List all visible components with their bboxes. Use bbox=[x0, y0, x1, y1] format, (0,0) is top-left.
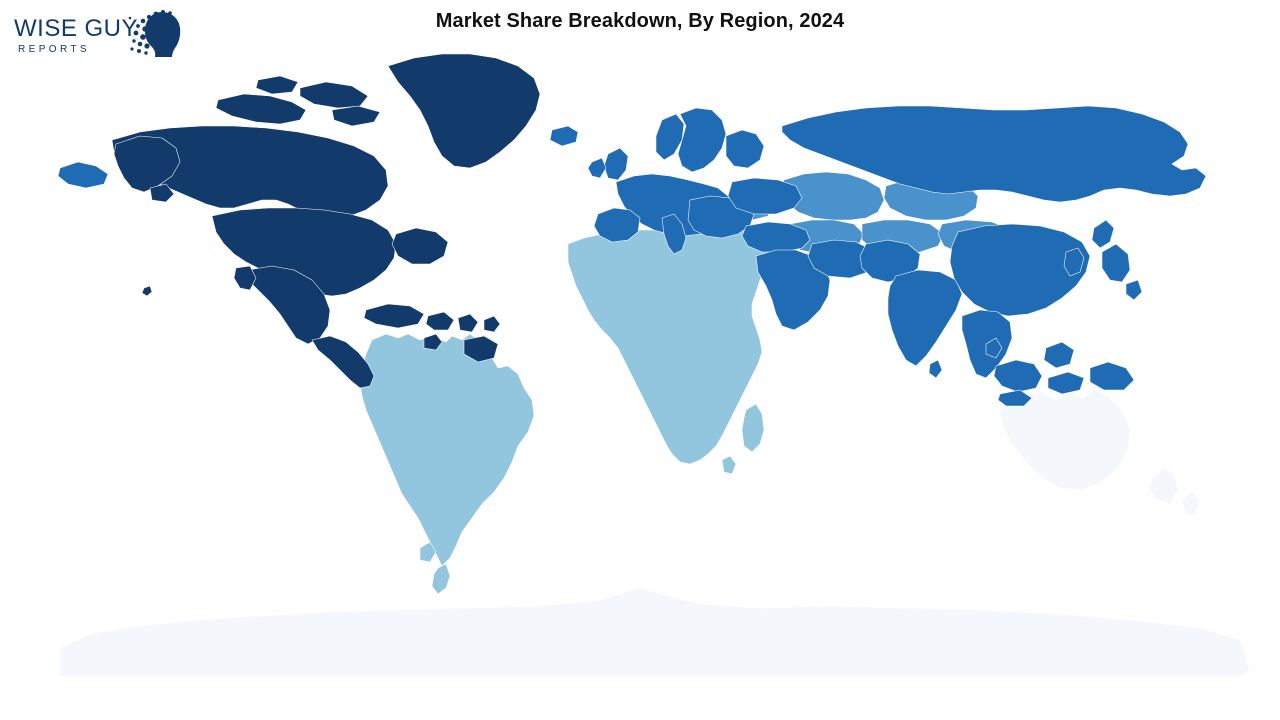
world-choropleth-map bbox=[57, 53, 1251, 677]
logo-wordmark-primary: WISE GUY bbox=[14, 15, 138, 42]
logo-wordmark-secondary: REPORTS bbox=[18, 44, 90, 55]
region-north-america bbox=[111, 53, 541, 389]
region-oceania bbox=[999, 389, 1201, 515]
wise-guy-reports-logo: WISE GUY REPORTS bbox=[12, 6, 192, 60]
region-africa bbox=[567, 229, 771, 475]
chart-title: Market Share Breakdown, By Region, 2024 bbox=[435, 10, 845, 32]
logo-svg: WISE GUY REPORTS bbox=[14, 10, 181, 57]
region-europe-asia bbox=[57, 105, 1207, 407]
region-antarctica bbox=[59, 587, 1251, 677]
world-map-container bbox=[0, 48, 1280, 720]
dotted-head-icon bbox=[128, 10, 181, 57]
region-south-america bbox=[359, 333, 535, 595]
